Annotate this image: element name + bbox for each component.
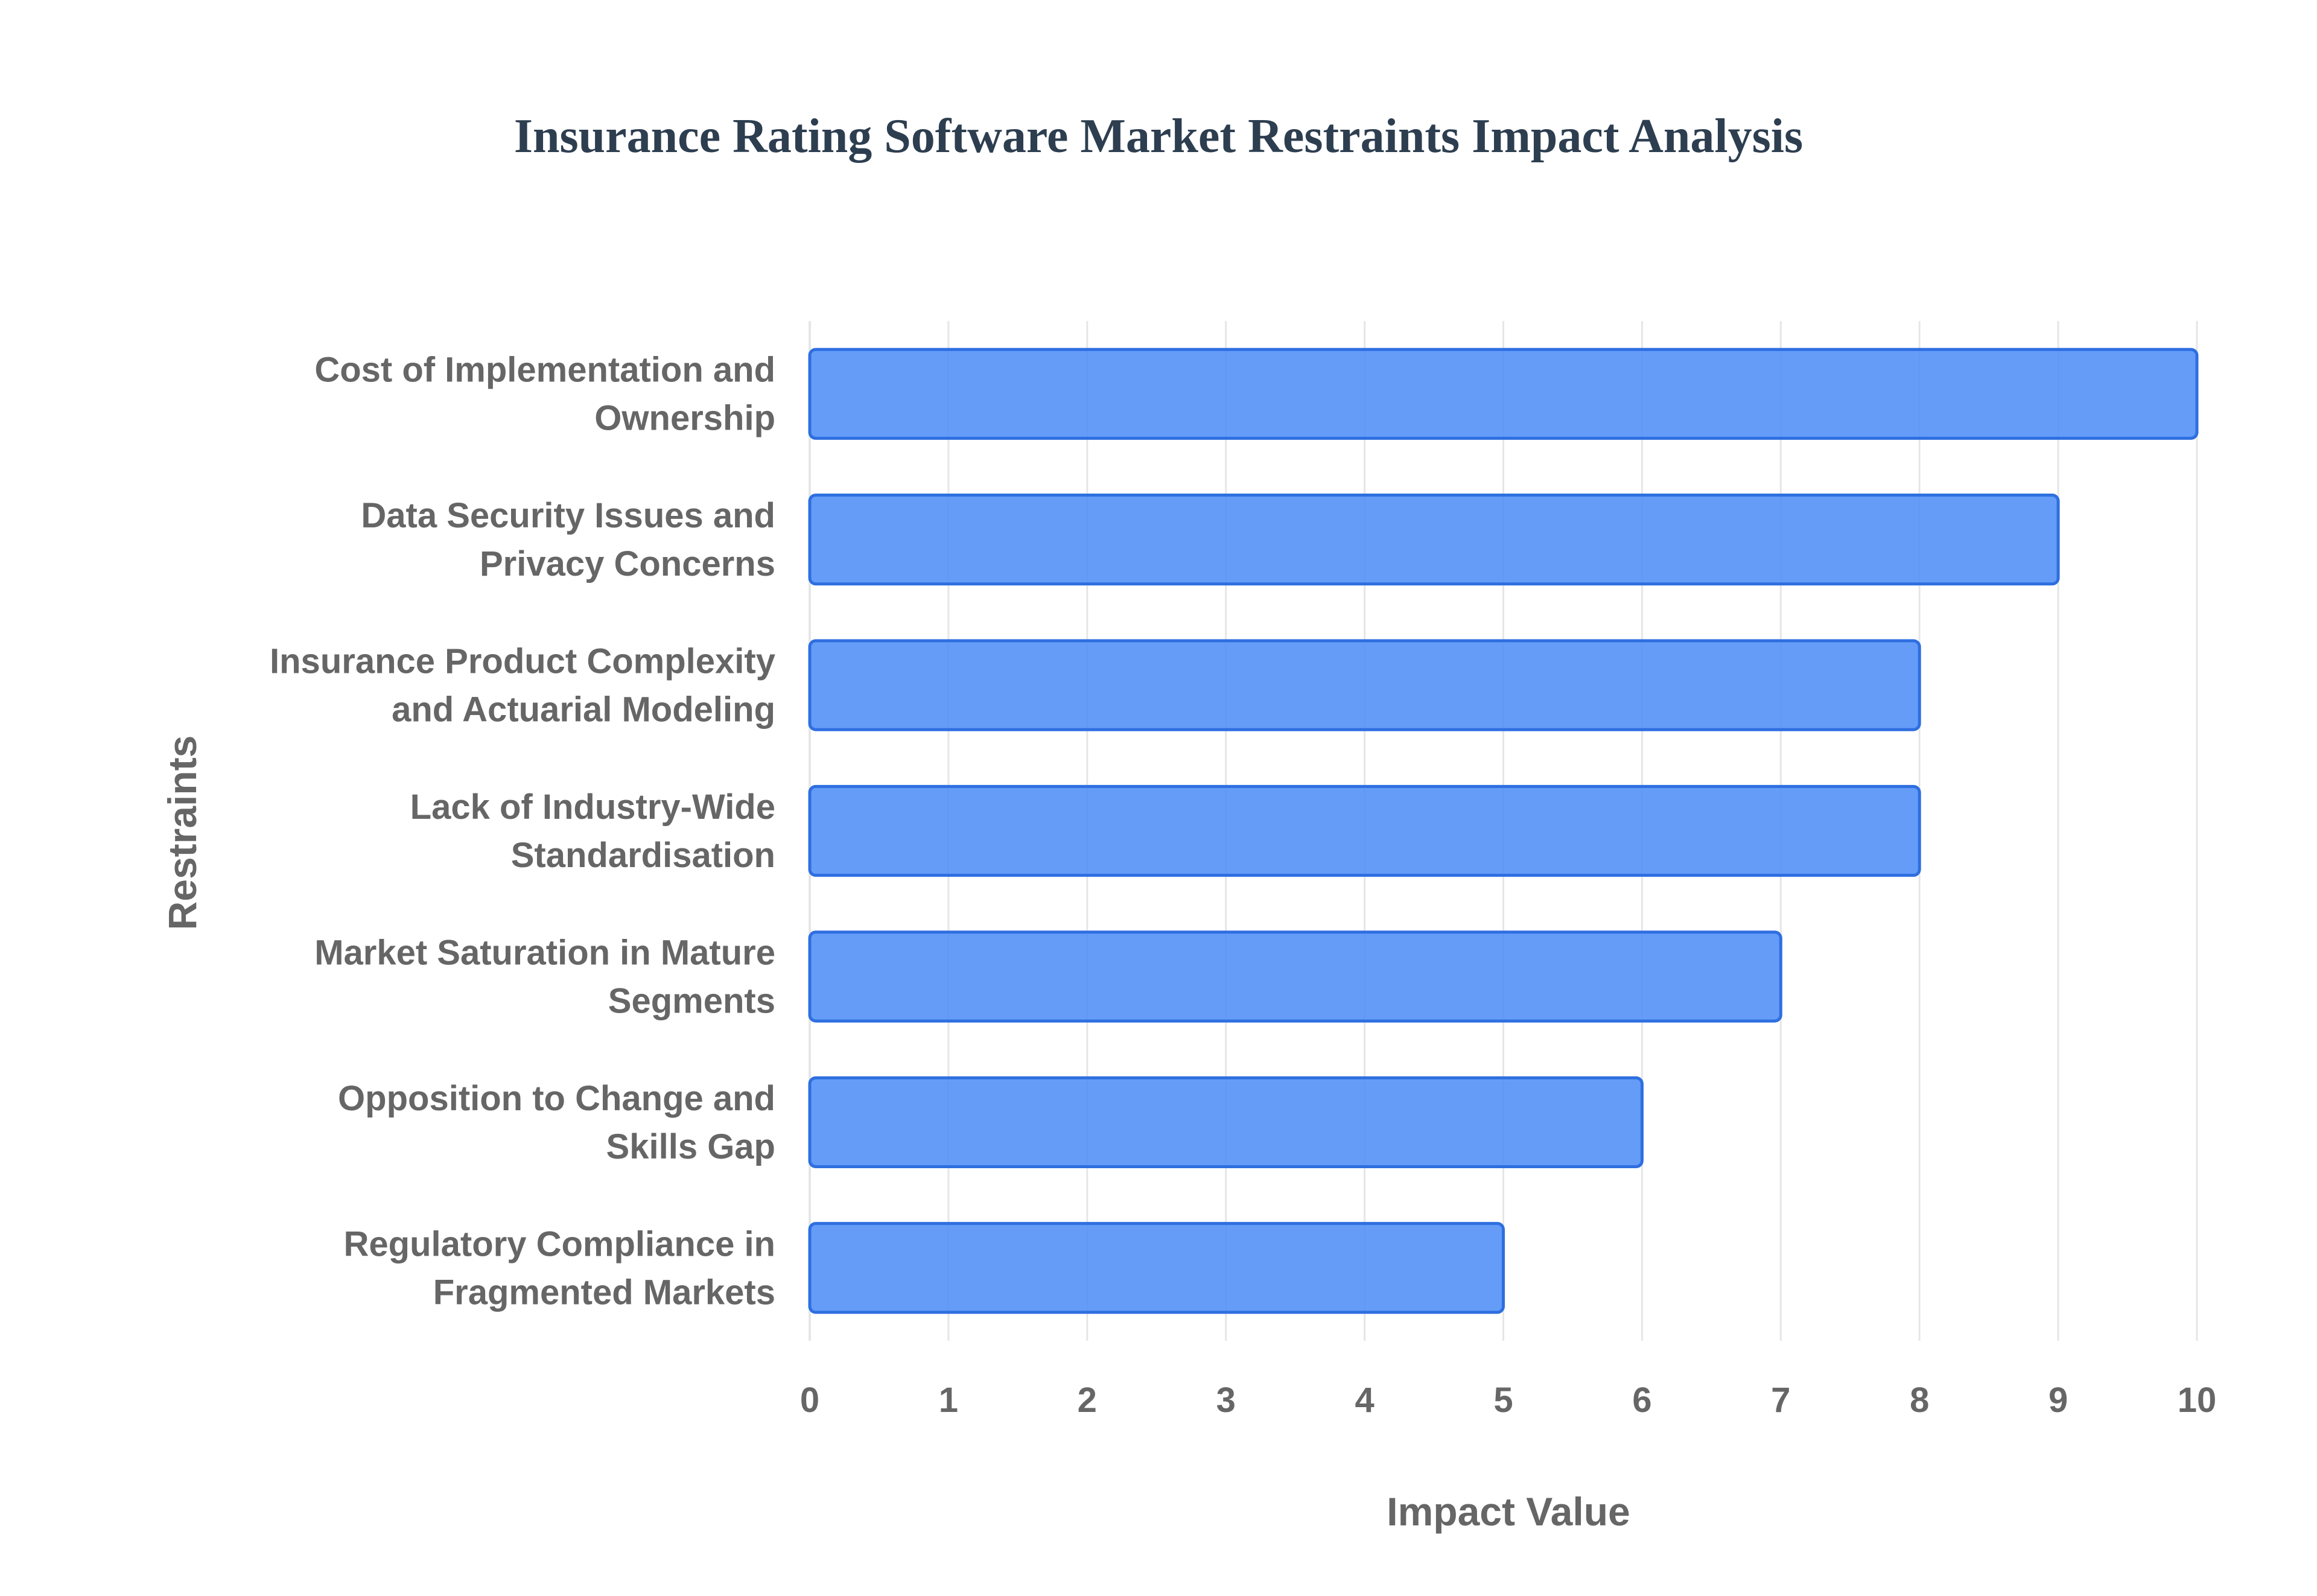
bar-2: [808, 639, 1921, 731]
bar-1: [808, 494, 2060, 586]
bar-3: [808, 784, 1921, 877]
category-label-line: Opposition to Change and: [338, 1079, 775, 1118]
category-label-line: Insurance Product Complexity: [270, 642, 775, 681]
category-label: Insurance Product Complexity and Actuaria…: [270, 642, 775, 730]
x-tick-label: 1: [939, 1381, 958, 1420]
x-tick-label: 7: [1771, 1381, 1790, 1420]
chart-title: Insurance Rating Software Market Restrai…: [514, 110, 1803, 163]
x-tick-label: 6: [1632, 1381, 1651, 1420]
category-label-line: Lack of Industry-Wide: [410, 787, 775, 827]
x-tick-label: 3: [1216, 1381, 1236, 1420]
x-tick-label: 4: [1355, 1381, 1374, 1420]
category-label-line: Ownership: [594, 399, 775, 438]
x-axis-title: Impact Value: [1387, 1489, 1630, 1534]
category-label-line: Fragmented Markets: [433, 1273, 775, 1312]
category-label: Opposition to Change and Skills Gap: [338, 1079, 775, 1166]
category-label-line: Standardisation: [511, 836, 775, 875]
bar-6: [808, 1222, 1505, 1314]
category-label: Data Security Issues and Privacy Concerns: [361, 496, 775, 583]
x-tick-label: 2: [1078, 1381, 1097, 1420]
category-label-line: Market Saturation in Mature: [314, 933, 775, 972]
category-labels: Cost of Implementation and Ownership Data …: [270, 351, 775, 1312]
category-label: Lack of Industry-Wide Standardisation: [410, 787, 775, 875]
category-label-line: and Actuarial Modeling: [392, 690, 775, 730]
category-label-line: Cost of Implementation and: [314, 351, 775, 390]
category-label: Cost of Implementation and Ownership: [314, 351, 775, 438]
x-tick-label: 8: [1910, 1381, 1929, 1420]
x-tick-label: 5: [1493, 1381, 1513, 1420]
bars: [808, 348, 2199, 1314]
x-tick-label: 10: [2178, 1381, 2217, 1420]
x-tick-labels: 0 1 2 3 4 5 6 7 8 9 10: [800, 1381, 2216, 1420]
category-label: Regulatory Compliance in Fragmented Marke…: [344, 1224, 775, 1312]
category-label-line: Data Security Issues and: [361, 496, 775, 535]
x-tick-label: 0: [800, 1381, 819, 1420]
y-axis-title: Restraints: [160, 736, 205, 930]
category-label-line: Segments: [608, 981, 775, 1020]
category-label-line: Privacy Concerns: [480, 544, 775, 583]
category-label-line: Regulatory Compliance in: [344, 1224, 775, 1264]
category-label: Market Saturation in Mature Segments: [314, 933, 775, 1020]
category-label-line: Skills Gap: [606, 1127, 775, 1166]
x-tick-label: 9: [2048, 1381, 2068, 1420]
bar-4: [808, 930, 1782, 1023]
bar-0: [808, 348, 2199, 440]
bar-5: [808, 1076, 1644, 1168]
